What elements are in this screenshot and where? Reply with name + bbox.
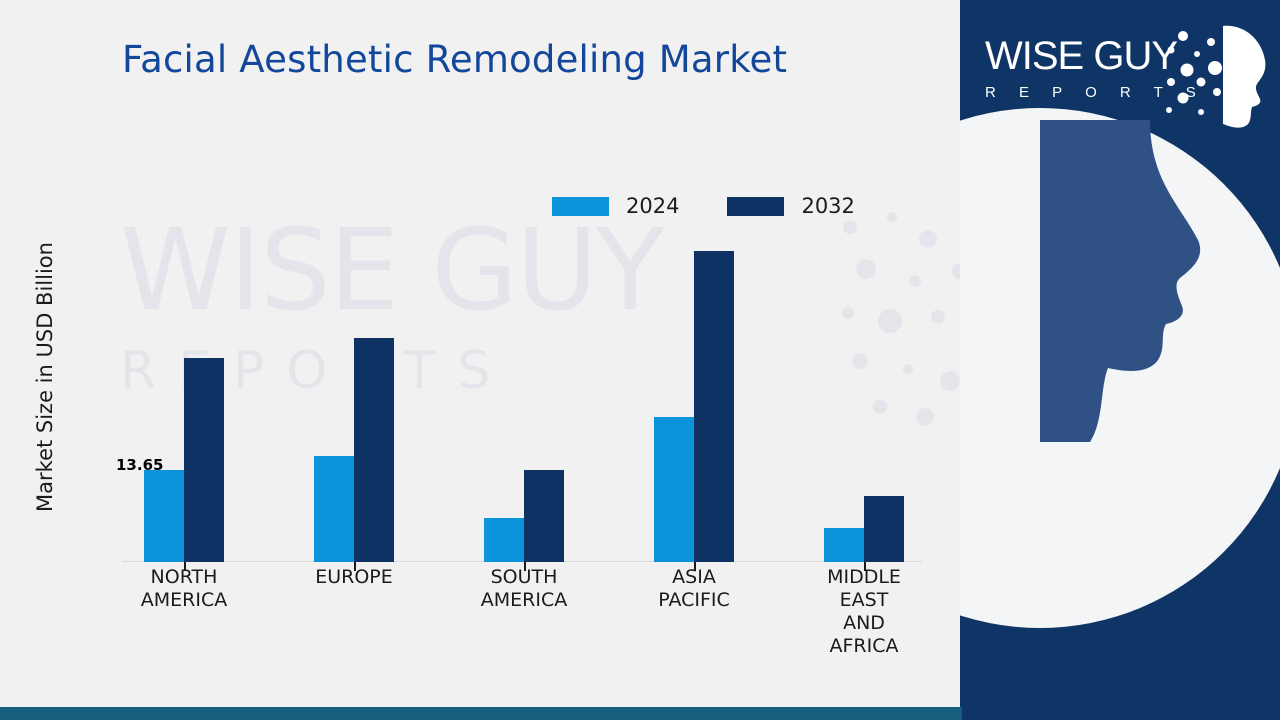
page-title: Facial Aesthetic Remodeling Market: [122, 38, 788, 81]
x-axis-tick: [354, 562, 356, 571]
plot-area: 13.65: [116, 230, 922, 571]
legend-label-2024: 2024: [626, 194, 680, 218]
bar-2032[interactable]: [184, 358, 224, 562]
chart-legend: 2024 2032: [552, 194, 903, 218]
bar-2024[interactable]: [654, 417, 694, 562]
bar-group: [824, 496, 904, 562]
bar-2032[interactable]: [694, 251, 734, 562]
x-axis-tick: [524, 562, 526, 571]
x-axis-label-4: MIDDLE EAST AND AFRICA: [827, 566, 901, 657]
logo: WISE GUY R E P O R T S: [985, 25, 1270, 128]
y-axis-label: Market Size in USD Billion: [33, 242, 57, 512]
data-label: 13.65: [116, 456, 164, 474]
bar-2032[interactable]: [864, 496, 904, 562]
bar-2024[interactable]: [144, 470, 184, 562]
bar-group: [654, 251, 734, 562]
logo-face-dots-icon: [1166, 25, 1266, 128]
legend-swatch-2032: [727, 196, 785, 216]
x-axis-tick: [864, 562, 866, 571]
legend-item-2032[interactable]: 2032: [727, 194, 855, 218]
bar-group: [314, 338, 394, 562]
legend-item-2024[interactable]: 2024: [552, 194, 679, 218]
logo-sub-text: R E P O R T S: [985, 84, 1206, 101]
bar-2032[interactable]: [524, 470, 564, 562]
x-axis-tick: [694, 562, 696, 571]
content-background: [0, 0, 962, 720]
legend-swatch-2024: [552, 196, 609, 216]
x-axis-label-3: ASIA PACIFIC: [658, 566, 730, 611]
bar-2032[interactable]: [354, 338, 394, 562]
bar-2024[interactable]: [314, 456, 354, 562]
face-profile-icon: [1040, 120, 1201, 442]
x-axis-tick: [184, 562, 186, 571]
logo-main-text: WISE GUY: [985, 34, 1178, 78]
bar-group: [484, 470, 564, 562]
x-axis-tick-labels: NORTH AMERICA EUROPE SOUTH AMERICA ASIA PAC…: [122, 566, 922, 686]
bar-group: [144, 358, 224, 562]
legend-label-2032: 2032: [801, 194, 855, 218]
bar-2024[interactable]: [484, 518, 524, 562]
x-axis-label-0: NORTH AMERICA: [140, 566, 228, 611]
x-axis-label-1: EUROPE: [315, 566, 393, 588]
x-axis-label-2: SOUTH AMERICA: [480, 566, 568, 611]
bar-chart: Market Size in USD Billion 2024 2032 13.…: [33, 194, 922, 686]
footer-accent-bar: [0, 707, 962, 720]
bar-2024[interactable]: [824, 528, 864, 562]
